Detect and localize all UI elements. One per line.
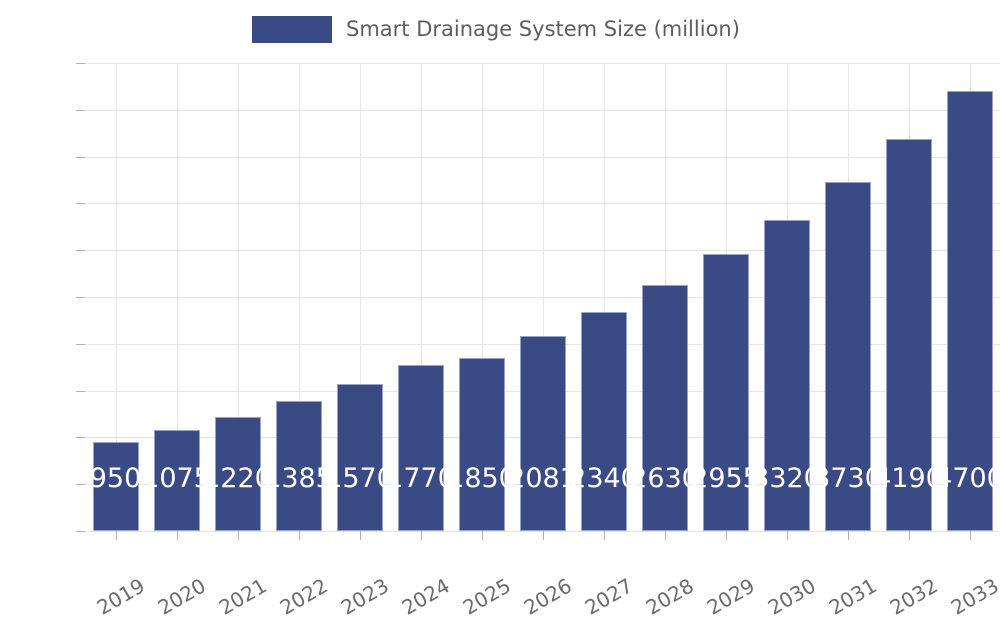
x-axis-tick-mark — [665, 531, 666, 540]
bar[interactable]: 1850 — [447, 357, 516, 531]
bar-value-label: 1385 — [264, 463, 333, 494]
bar-value-label: 2955 — [691, 463, 760, 494]
bar-value-label: 950 — [89, 463, 142, 494]
gridline-horizontal — [85, 156, 1000, 158]
legend-label: Smart Drainage System Size (million) — [346, 16, 740, 41]
bar-value-label: 1220 — [203, 463, 272, 494]
y-axis-tick-mark — [76, 297, 85, 298]
y-axis-tick-mark — [76, 343, 85, 345]
y-axis-tick-mark — [76, 156, 85, 158]
x-axis-tick-label: 2033 — [946, 573, 1000, 620]
y-axis-tick-mark — [76, 109, 85, 111]
x-axis-tick-label: 2029 — [702, 573, 759, 620]
bar-value-label: 1850 — [447, 463, 516, 494]
gridline-horizontal — [85, 531, 1000, 532]
bar-series: 950 1075 1220 1385 1570 1770 1850 2081 2340 2630 2… — [85, 63, 1000, 531]
gridline-horizontal — [85, 109, 1000, 111]
x-axis-tick-label: 2031 — [824, 573, 881, 620]
x-axis-tick-mark — [482, 531, 483, 540]
bar-value-label: 2340 — [569, 463, 638, 494]
x-axis-tick-label: 2023 — [336, 573, 393, 620]
gridline-vertical — [482, 63, 483, 531]
bar[interactable]: 1770 — [386, 365, 455, 531]
y-axis-tick-mark — [76, 531, 85, 532]
gridline-vertical — [177, 63, 178, 531]
bar[interactable]: 950 — [89, 442, 142, 531]
x-axis-tick-mark — [604, 531, 605, 540]
x-axis-tick-label: 2025 — [458, 573, 515, 620]
legend-color-swatch — [252, 15, 332, 43]
x-axis-tick-mark — [970, 531, 971, 540]
x-axis-tick-label: 2024 — [397, 573, 454, 620]
bar[interactable]: 2955 — [691, 254, 760, 531]
plot-area: 950 1075 1220 1385 1570 1770 1850 2081 2340 2630 2… — [76, 63, 1000, 620]
x-axis-tick-mark — [360, 531, 361, 540]
x-axis-tick-label: 2030 — [763, 573, 820, 620]
gridline-vertical — [116, 63, 117, 531]
gridline-vertical — [421, 63, 422, 531]
bar[interactable]: 3730 — [813, 181, 882, 531]
x-axis-tick-mark — [238, 531, 239, 540]
chart-root: Smart Drainage System Size (million) 950… — [76, 14, 1000, 620]
gridline-horizontal — [85, 203, 1000, 205]
bar-value-label: 1770 — [386, 463, 455, 494]
x-axis-tick-label: 2027 — [580, 573, 637, 620]
bar[interactable]: 1385 — [264, 401, 333, 531]
bar[interactable]: 4700 — [935, 91, 1000, 531]
y-axis-tick-mark — [76, 484, 85, 486]
bar[interactable]: 3320 — [752, 220, 821, 531]
bar[interactable]: 1220 — [203, 416, 272, 531]
gridline-vertical — [238, 63, 239, 531]
gridline-vertical — [543, 63, 544, 531]
gridline-horizontal — [85, 63, 1000, 64]
bar-value-label: 2081 — [508, 463, 577, 494]
x-axis-tick-mark — [299, 531, 300, 540]
x-axis-tick-mark — [543, 531, 544, 540]
bar-value-label: 1075 — [142, 463, 211, 494]
bar[interactable]: 4190 — [874, 138, 943, 531]
x-axis-tick-label: 2032 — [885, 573, 942, 620]
x-axis-tick-mark — [726, 531, 727, 540]
bar[interactable]: 2081 — [508, 336, 577, 531]
bar-value-label: 3320 — [752, 463, 821, 494]
x-axis-tick-mark — [177, 531, 178, 540]
gridline-horizontal — [85, 297, 1000, 298]
y-axis-tick-mark — [76, 390, 85, 392]
y-axis-tick-mark — [76, 437, 85, 439]
y-axis-tick-mark — [76, 203, 85, 205]
x-axis-tick-mark — [116, 531, 117, 540]
x-axis-tick-label: 2020 — [153, 573, 210, 620]
bar-value-label: 4190 — [874, 463, 943, 494]
bar[interactable]: 2630 — [630, 284, 699, 531]
x-axis-tick-label: 2021 — [214, 573, 271, 620]
gridline-vertical — [360, 63, 361, 531]
bar-value-label: 1570 — [325, 463, 394, 494]
x-axis-tick-mark — [848, 531, 849, 540]
bar[interactable]: 2340 — [569, 311, 638, 531]
bar[interactable]: 1075 — [142, 430, 211, 531]
gridline-vertical — [604, 63, 605, 531]
x-axis-tick-label: 2026 — [519, 573, 576, 620]
x-axis-tick-mark — [421, 531, 422, 540]
chart-legend: Smart Drainage System Size (million) — [252, 14, 740, 44]
x-axis-tick-mark — [909, 531, 910, 540]
x-axis-tick-mark — [787, 531, 788, 540]
gridline-horizontal — [85, 250, 1000, 252]
bar-value-label: 4700 — [935, 463, 1000, 494]
gridline-vertical — [299, 63, 300, 531]
y-axis-tick-mark — [76, 63, 85, 64]
x-axis-tick-label: 2028 — [641, 573, 698, 620]
x-axis-tick-label: 2022 — [275, 573, 332, 620]
x-axis-tick-label: 2019 — [92, 573, 149, 620]
bar[interactable]: 1570 — [325, 384, 394, 531]
bar-value-label: 3730 — [813, 463, 882, 494]
bar-value-label: 2630 — [630, 463, 699, 494]
y-axis-tick-mark — [76, 250, 85, 252]
